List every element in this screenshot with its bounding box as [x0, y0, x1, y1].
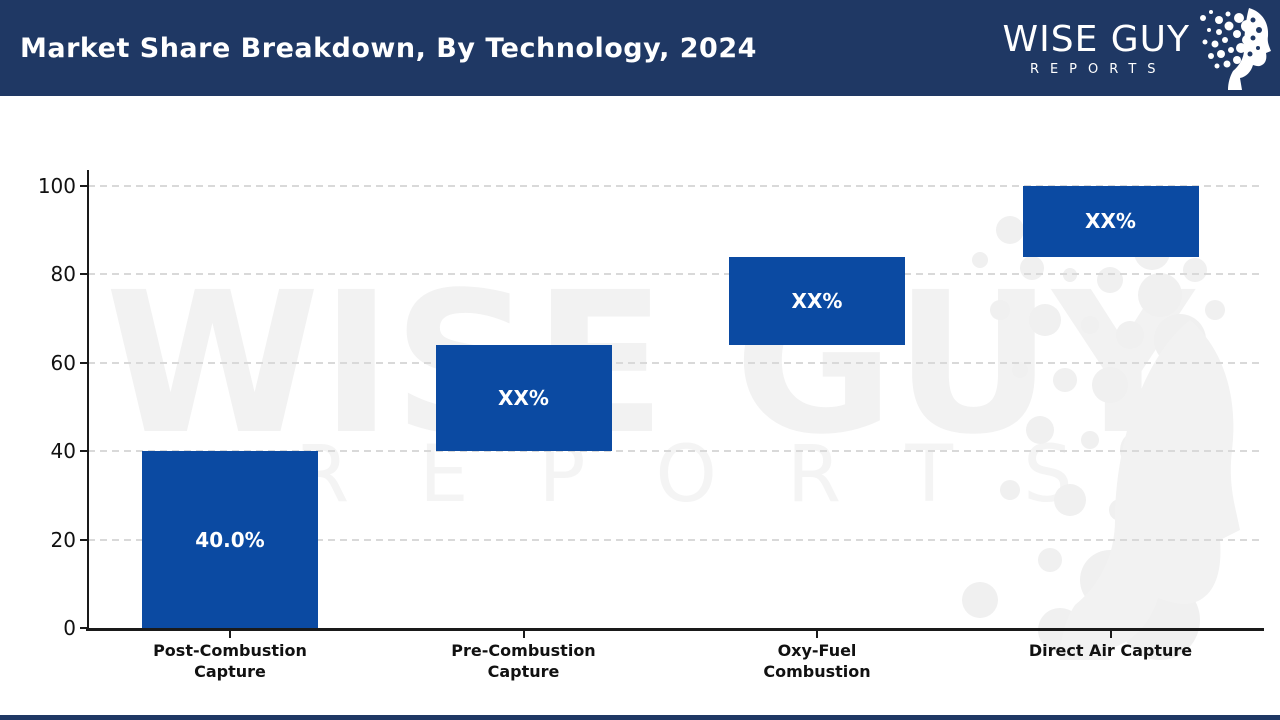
bar-4: XX% — [1022, 186, 1199, 257]
x-category-label: Pre-Combustion Capture — [374, 640, 674, 682]
watermark-tagline: REPORTS — [295, 430, 1143, 520]
watermark-face-icon — [962, 213, 1240, 660]
y-tick-label: 60 — [50, 350, 76, 375]
x-category-label: Oxy-Fuel Combustion — [667, 640, 967, 682]
logo-tagline: REPORTS — [1029, 61, 1167, 77]
footer-band — [0, 715, 1280, 720]
y-tick-mark — [80, 538, 88, 541]
logo-text: WISE GUY REPORTS — [1002, 18, 1191, 77]
x-axis-spine — [86, 628, 1264, 631]
wiseguy-face-icon — [1200, 8, 1271, 90]
y-tick-label: 20 — [50, 527, 76, 552]
wiseguy-logo: WISE GUY REPORTS — [1003, 6, 1273, 90]
gridline-y100 — [88, 185, 1262, 187]
gridline-y40 — [88, 450, 1262, 453]
logo-name: WISE GUY — [1002, 18, 1190, 60]
bar-value-label: XX% — [1085, 209, 1136, 234]
x-tick-mark — [229, 631, 231, 638]
x-category-label-line: Direct Air Capture — [1028, 641, 1193, 660]
y-tick-mark — [80, 450, 88, 453]
y-tick-mark — [80, 361, 88, 364]
y-tick-label: 80 — [50, 262, 76, 287]
x-category-label-line: Post-Combustion — [153, 641, 307, 660]
bar-value-label: XX% — [498, 386, 549, 411]
y-tick-label: 100 — [37, 174, 76, 198]
gridline-y20 — [88, 538, 1262, 541]
y-tick-label: 0 — [63, 616, 76, 640]
gridline-y80 — [88, 273, 1262, 276]
gridline-y60 — [88, 361, 1262, 364]
x-category-label-line: Capture — [194, 662, 266, 681]
y-axis-spine — [87, 170, 89, 631]
header-band: Market Share Breakdown, By Technology, 2… — [0, 0, 1280, 96]
y-tick-mark — [80, 627, 88, 629]
y-tick-label: 40 — [50, 439, 76, 464]
x-tick-mark — [522, 631, 525, 638]
x-category-label-line: Oxy-Fuel — [777, 641, 857, 660]
bar-3: XX% — [729, 256, 905, 346]
x-category-label-line: Pre-Combustion — [451, 641, 596, 660]
bar-value-label: 40.0% — [195, 527, 265, 552]
x-category-label: Direct Air Capture — [961, 640, 1261, 661]
chart-title: Market Share Breakdown, By Technology, 2… — [20, 32, 757, 64]
y-tick-mark — [80, 273, 88, 276]
x-category-label-line: Capture — [487, 662, 560, 681]
x-category-label: Post-Combustion Capture — [80, 640, 380, 682]
y-tick-mark — [80, 185, 88, 187]
x-category-label-line: Combustion — [763, 662, 871, 681]
x-tick-mark — [1109, 631, 1112, 638]
bar-1: 40.0% — [142, 451, 318, 628]
x-tick-mark — [816, 631, 818, 638]
bar-value-label: XX% — [791, 288, 843, 313]
bar-2: XX% — [435, 345, 612, 452]
